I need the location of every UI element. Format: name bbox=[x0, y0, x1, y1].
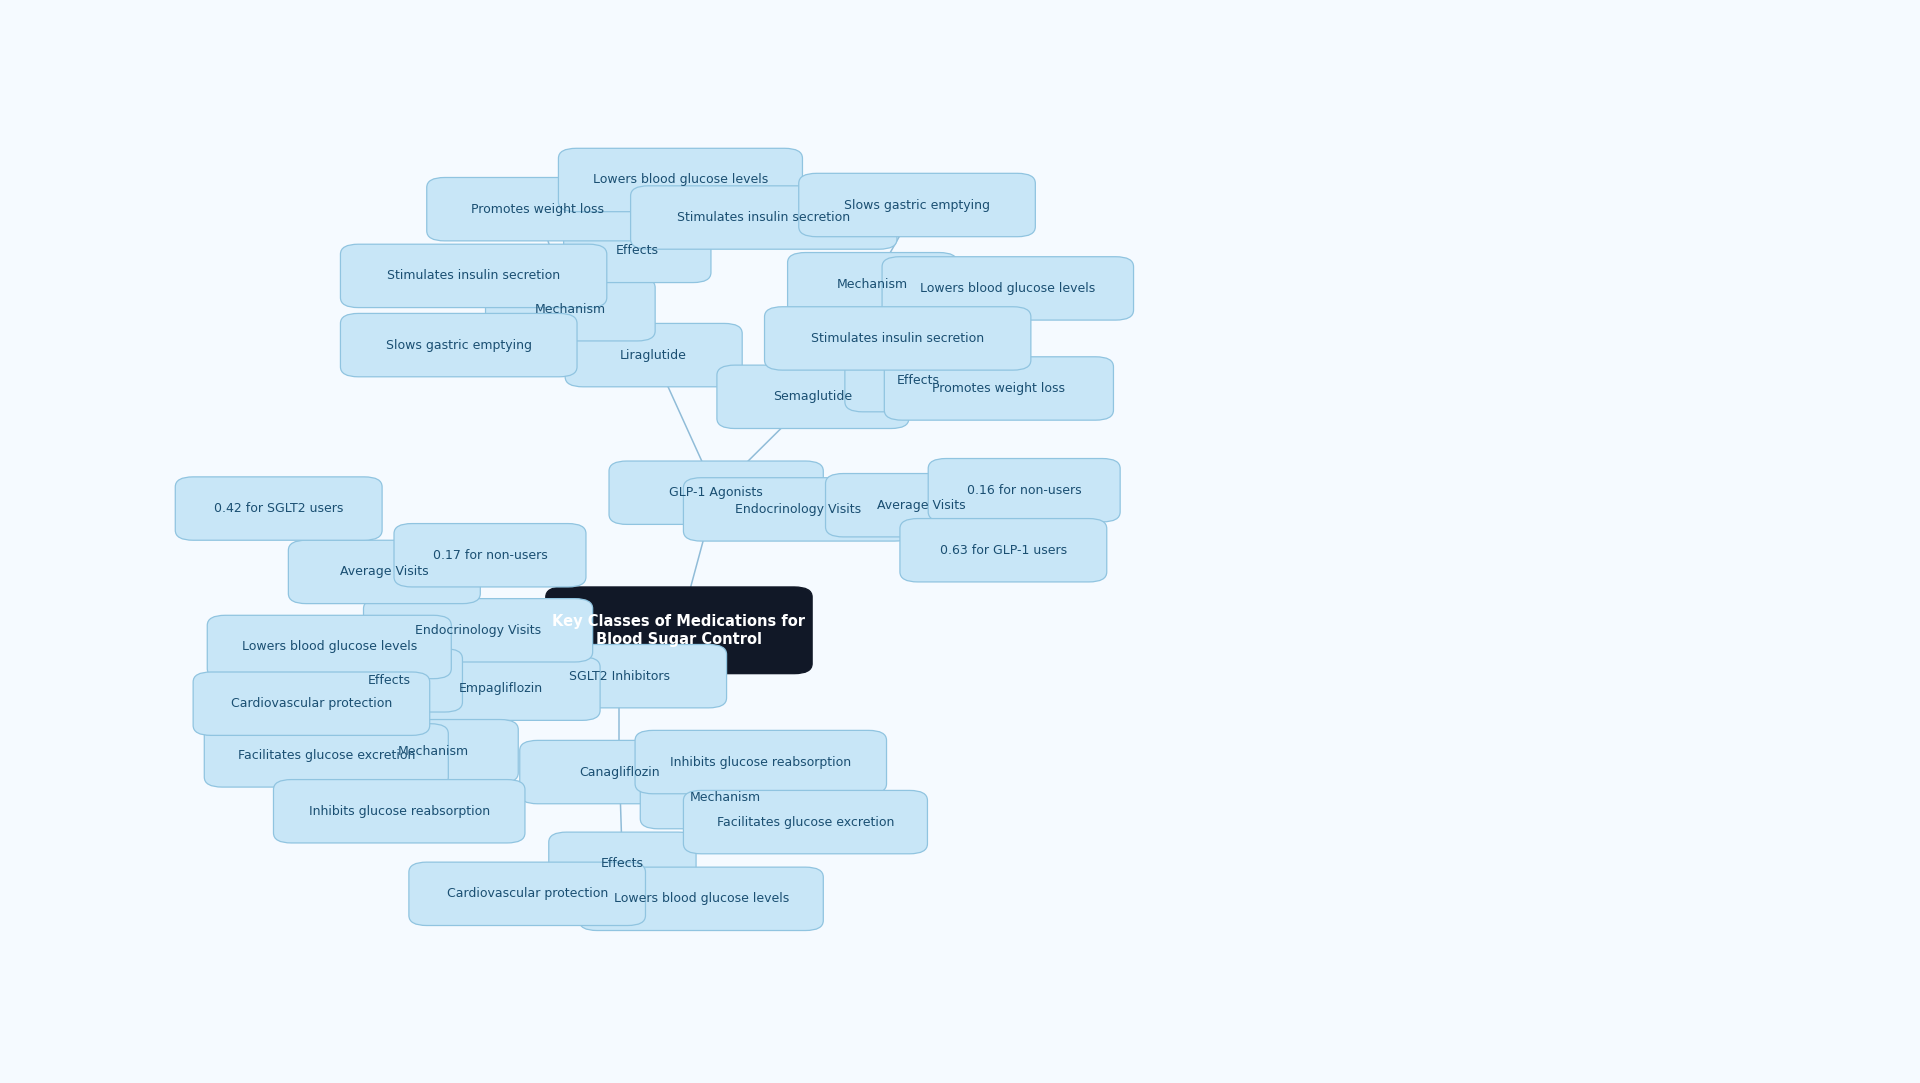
FancyBboxPatch shape bbox=[207, 615, 451, 679]
FancyBboxPatch shape bbox=[564, 324, 743, 387]
Text: SGLT2 Inhibitors: SGLT2 Inhibitors bbox=[568, 669, 670, 682]
Text: Stimulates insulin secretion: Stimulates insulin secretion bbox=[678, 211, 851, 224]
Text: Mechanism: Mechanism bbox=[837, 277, 908, 290]
FancyBboxPatch shape bbox=[716, 365, 908, 429]
Text: Canagliflozin: Canagliflozin bbox=[580, 766, 660, 779]
Text: Semaglutide: Semaglutide bbox=[774, 390, 852, 403]
Text: Average Visits: Average Visits bbox=[877, 498, 966, 512]
Text: Mechanism: Mechanism bbox=[536, 303, 607, 316]
Text: Promotes weight loss: Promotes weight loss bbox=[470, 203, 605, 216]
Text: Effects: Effects bbox=[367, 674, 411, 687]
Text: Inhibits glucose reabsorption: Inhibits glucose reabsorption bbox=[309, 805, 490, 818]
Text: Lowers blood glucose levels: Lowers blood glucose levels bbox=[614, 892, 789, 905]
Text: Inhibits glucose reabsorption: Inhibits glucose reabsorption bbox=[670, 756, 851, 769]
FancyBboxPatch shape bbox=[340, 244, 607, 308]
Text: Mechanism: Mechanism bbox=[397, 745, 468, 758]
Text: GLP-1 Agonists: GLP-1 Agonists bbox=[670, 486, 762, 499]
FancyBboxPatch shape bbox=[175, 477, 382, 540]
FancyBboxPatch shape bbox=[764, 306, 1031, 370]
FancyBboxPatch shape bbox=[349, 719, 518, 783]
Text: Slows gastric emptying: Slows gastric emptying bbox=[386, 339, 532, 352]
Text: Empagliflozin: Empagliflozin bbox=[459, 682, 543, 695]
Text: 0.63 for GLP-1 users: 0.63 for GLP-1 users bbox=[939, 544, 1068, 557]
Text: Promotes weight loss: Promotes weight loss bbox=[933, 382, 1066, 395]
Text: Endocrinology Visits: Endocrinology Visits bbox=[415, 624, 541, 637]
FancyBboxPatch shape bbox=[564, 219, 710, 283]
Text: Stimulates insulin secretion: Stimulates insulin secretion bbox=[810, 331, 985, 345]
FancyBboxPatch shape bbox=[273, 780, 524, 843]
FancyBboxPatch shape bbox=[881, 257, 1133, 321]
Text: Effects: Effects bbox=[616, 245, 659, 258]
FancyBboxPatch shape bbox=[927, 458, 1119, 522]
FancyBboxPatch shape bbox=[363, 599, 593, 662]
Text: Liraglutide: Liraglutide bbox=[620, 349, 687, 362]
FancyBboxPatch shape bbox=[559, 148, 803, 211]
Text: Slows gastric emptying: Slows gastric emptying bbox=[845, 198, 991, 211]
Text: 0.17 for non-users: 0.17 for non-users bbox=[432, 549, 547, 562]
FancyBboxPatch shape bbox=[486, 277, 655, 341]
Text: Mechanism: Mechanism bbox=[689, 791, 760, 804]
FancyBboxPatch shape bbox=[409, 862, 645, 926]
Text: Facilitates glucose excretion: Facilitates glucose excretion bbox=[716, 815, 895, 828]
Text: Lowers blood glucose levels: Lowers blood glucose levels bbox=[242, 640, 417, 653]
FancyBboxPatch shape bbox=[684, 791, 927, 853]
FancyBboxPatch shape bbox=[900, 519, 1106, 582]
FancyBboxPatch shape bbox=[609, 461, 824, 524]
FancyBboxPatch shape bbox=[288, 540, 480, 603]
Text: Lowers blood glucose levels: Lowers blood glucose levels bbox=[593, 173, 768, 186]
FancyBboxPatch shape bbox=[426, 178, 649, 240]
Text: 0.42 for SGLT2 users: 0.42 for SGLT2 users bbox=[213, 503, 344, 516]
FancyBboxPatch shape bbox=[520, 741, 720, 804]
Text: Lowers blood glucose levels: Lowers blood glucose levels bbox=[920, 282, 1096, 295]
FancyBboxPatch shape bbox=[630, 186, 897, 249]
FancyBboxPatch shape bbox=[636, 730, 887, 794]
Text: Average Visits: Average Visits bbox=[340, 565, 428, 578]
Text: Effects: Effects bbox=[601, 858, 643, 871]
Text: Effects: Effects bbox=[897, 374, 941, 387]
Text: Facilitates glucose excretion: Facilitates glucose excretion bbox=[238, 748, 415, 762]
FancyBboxPatch shape bbox=[826, 473, 1018, 537]
FancyBboxPatch shape bbox=[545, 587, 812, 674]
FancyBboxPatch shape bbox=[549, 832, 697, 896]
Text: Cardiovascular protection: Cardiovascular protection bbox=[230, 697, 392, 710]
FancyBboxPatch shape bbox=[799, 173, 1035, 237]
FancyBboxPatch shape bbox=[315, 649, 463, 712]
Text: Key Classes of Medications for
Blood Sugar Control: Key Classes of Medications for Blood Sug… bbox=[553, 614, 806, 647]
FancyBboxPatch shape bbox=[787, 252, 958, 316]
FancyBboxPatch shape bbox=[513, 644, 726, 708]
Text: Stimulates insulin secretion: Stimulates insulin secretion bbox=[388, 270, 561, 283]
FancyBboxPatch shape bbox=[401, 657, 601, 720]
FancyBboxPatch shape bbox=[580, 867, 824, 930]
Text: Endocrinology Visits: Endocrinology Visits bbox=[735, 503, 860, 516]
FancyBboxPatch shape bbox=[394, 523, 586, 587]
FancyBboxPatch shape bbox=[885, 356, 1114, 420]
FancyBboxPatch shape bbox=[845, 349, 993, 412]
Text: Cardiovascular protection: Cardiovascular protection bbox=[447, 887, 609, 900]
FancyBboxPatch shape bbox=[639, 766, 810, 828]
FancyBboxPatch shape bbox=[684, 478, 912, 542]
FancyBboxPatch shape bbox=[204, 723, 449, 787]
Text: 0.16 for non-users: 0.16 for non-users bbox=[968, 484, 1081, 497]
FancyBboxPatch shape bbox=[340, 313, 578, 377]
FancyBboxPatch shape bbox=[194, 671, 430, 735]
